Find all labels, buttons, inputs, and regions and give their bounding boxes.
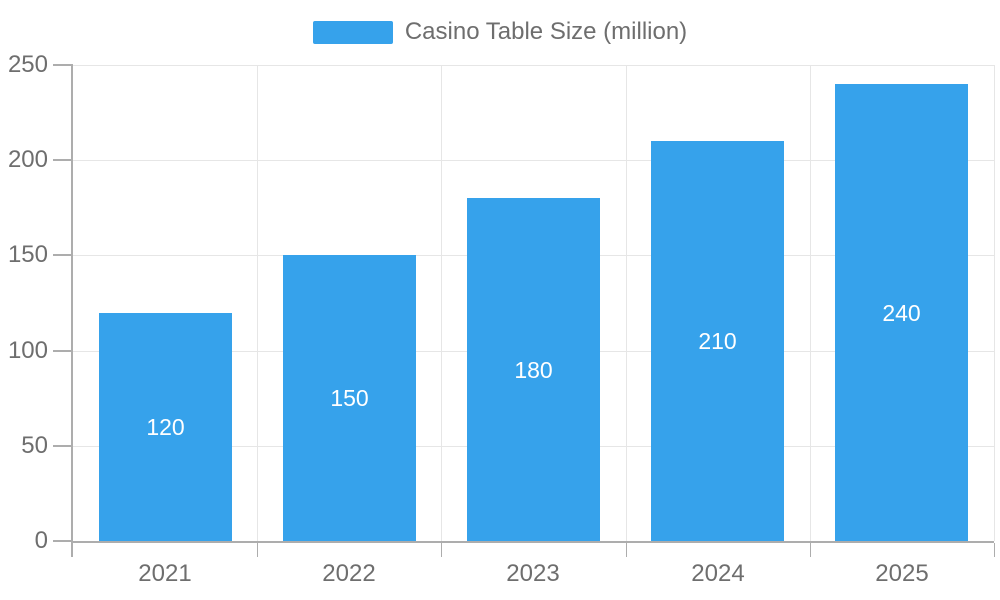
bar-value-2022: 150: [330, 385, 369, 411]
x-axis-label-2022: 2022: [322, 560, 376, 587]
bar-value-2025: 240: [882, 300, 921, 326]
x-axis-label-2021: 2021: [138, 560, 192, 587]
legend-item[interactable]: Casino Table Size (million): [0, 18, 1000, 46]
y-axis-label-250: 250: [7, 51, 48, 78]
y-axis-label-150: 150: [7, 241, 48, 268]
h-gridline: [73, 65, 994, 66]
bar-2025[interactable]: [835, 84, 968, 541]
y-axis-line: [71, 65, 73, 557]
legend-swatch: [312, 20, 393, 44]
y-axis-label-200: 200: [7, 146, 48, 173]
legend-label: Casino Table Size (million): [404, 18, 688, 45]
bar-value-2021: 120: [146, 414, 185, 440]
x-tick: [626, 543, 627, 557]
x-axis-label-2023: 2023: [506, 560, 560, 587]
y-tick: [53, 350, 73, 352]
y-tick: [53, 254, 73, 256]
y-tick: [53, 159, 73, 161]
v-gridline: [810, 65, 811, 541]
h-gridline: [73, 160, 994, 161]
y-axis-label-0: 0: [34, 527, 48, 554]
y-tick: [53, 540, 73, 542]
bar-value-2024: 210: [698, 328, 737, 354]
bar-2022[interactable]: [283, 255, 416, 541]
y-axis-label-50: 50: [21, 432, 48, 459]
y-tick: [53, 445, 73, 447]
y-axis-label-100: 100: [7, 337, 48, 364]
x-tick: [441, 543, 442, 557]
x-axis-label-2024: 2024: [691, 560, 745, 587]
x-tick: [257, 543, 258, 557]
bar-2021[interactable]: [99, 313, 232, 541]
bar-value-2023: 180: [514, 357, 553, 383]
v-gridline: [626, 65, 627, 541]
bar-2023[interactable]: [467, 198, 600, 541]
x-tick: [810, 543, 811, 557]
x-tick: [994, 543, 995, 557]
x-axis-label-2025: 2025: [875, 560, 929, 587]
x-axis-line: [71, 541, 994, 543]
bar-2024[interactable]: [651, 141, 784, 541]
v-gridline: [994, 65, 995, 541]
y-tick: [53, 64, 73, 66]
v-gridline: [441, 65, 442, 541]
v-gridline: [257, 65, 258, 541]
